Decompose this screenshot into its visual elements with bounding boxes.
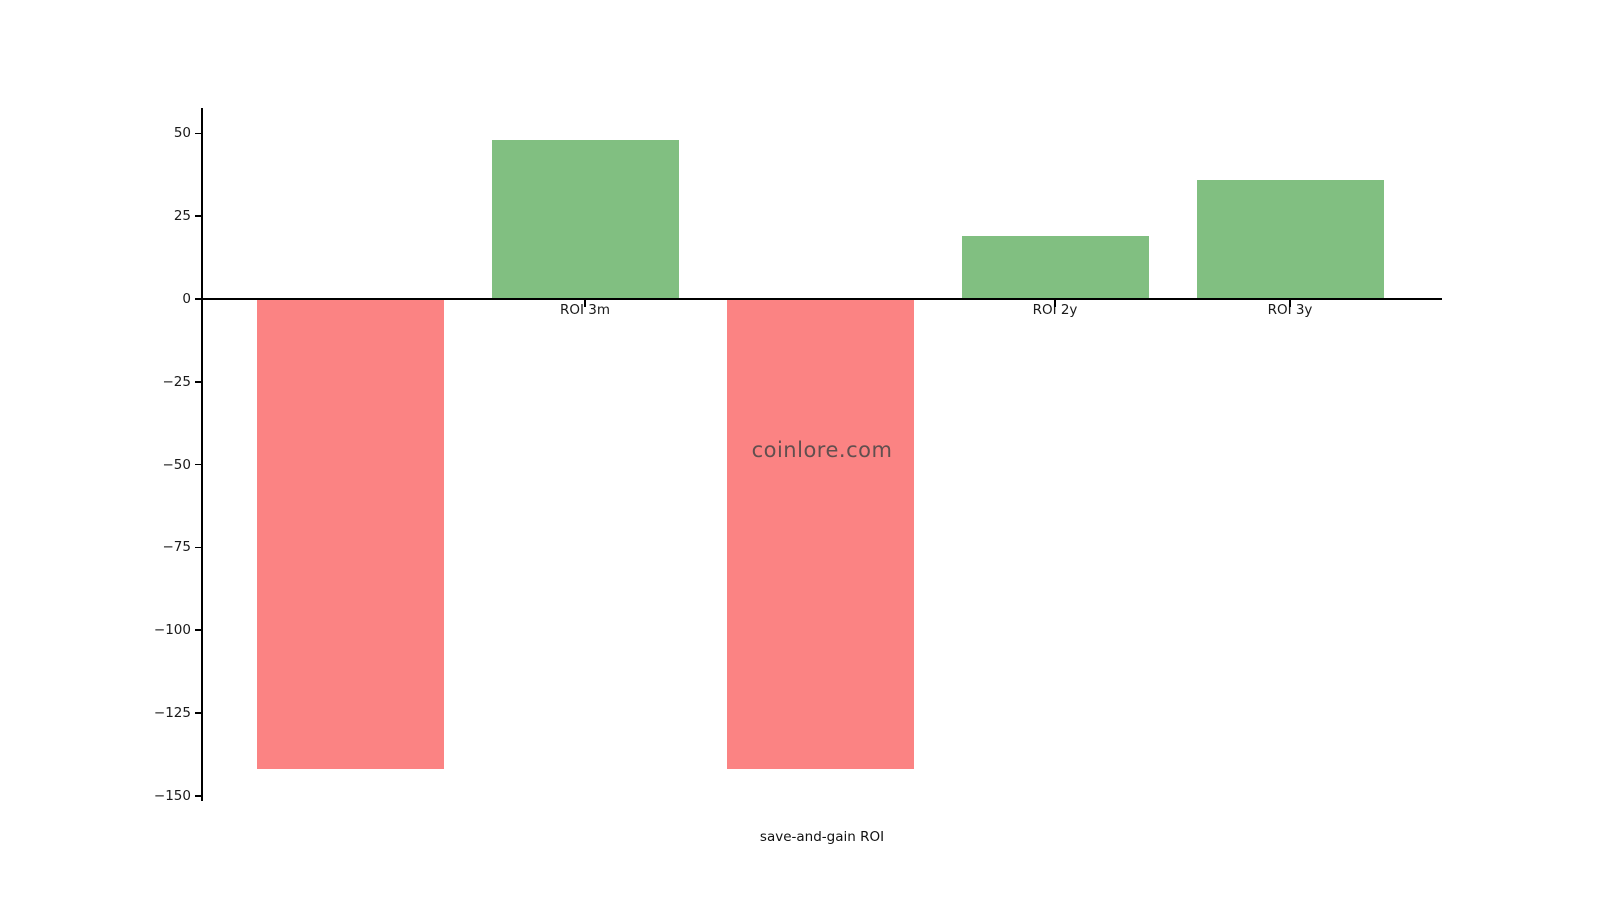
bar-unlabeled-1 xyxy=(256,299,444,770)
x-tick-label-roi-3m: ROI 3m xyxy=(559,302,611,318)
y-tick-mark xyxy=(195,712,202,714)
bar-roi-3m xyxy=(491,140,679,299)
y-tick-label: −25 xyxy=(162,373,192,390)
x-axis-zero-line xyxy=(202,298,1442,300)
y-tick-mark xyxy=(195,215,202,217)
y-tick-mark xyxy=(195,795,202,797)
y-tick-label: 0 xyxy=(182,291,191,307)
y-tick-label: 25 xyxy=(173,208,191,225)
y-axis-spine xyxy=(201,108,203,801)
x-tick-mark xyxy=(584,299,586,307)
y-tick-label: −100 xyxy=(153,622,191,639)
y-tick-mark xyxy=(195,381,202,383)
y-tick-mark xyxy=(195,546,202,549)
x-tick-label-roi-3y: ROI 3y xyxy=(1267,302,1313,318)
x-tick-mark xyxy=(1054,299,1056,307)
y-tick-label: 50 xyxy=(173,125,191,142)
y-tick-mark xyxy=(195,132,202,135)
watermark-text: coinlore.com xyxy=(751,438,893,462)
y-tick-mark xyxy=(195,298,202,300)
y-tick-label: −75 xyxy=(162,539,192,556)
bar-roi-2y xyxy=(961,236,1149,299)
y-tick-label: −150 xyxy=(153,787,191,804)
y-tick-label: −125 xyxy=(153,705,191,721)
x-axis-title: save-and-gain ROI xyxy=(759,829,885,845)
bar-roi-3y xyxy=(1196,179,1384,299)
bar-unlabeled-3 xyxy=(726,299,914,770)
y-tick-mark xyxy=(195,463,202,466)
y-tick-label: −50 xyxy=(162,456,192,473)
x-tick-mark xyxy=(1289,299,1291,307)
y-tick-mark xyxy=(195,629,202,631)
x-tick-label-roi-2y: ROI 2y xyxy=(1032,302,1078,318)
